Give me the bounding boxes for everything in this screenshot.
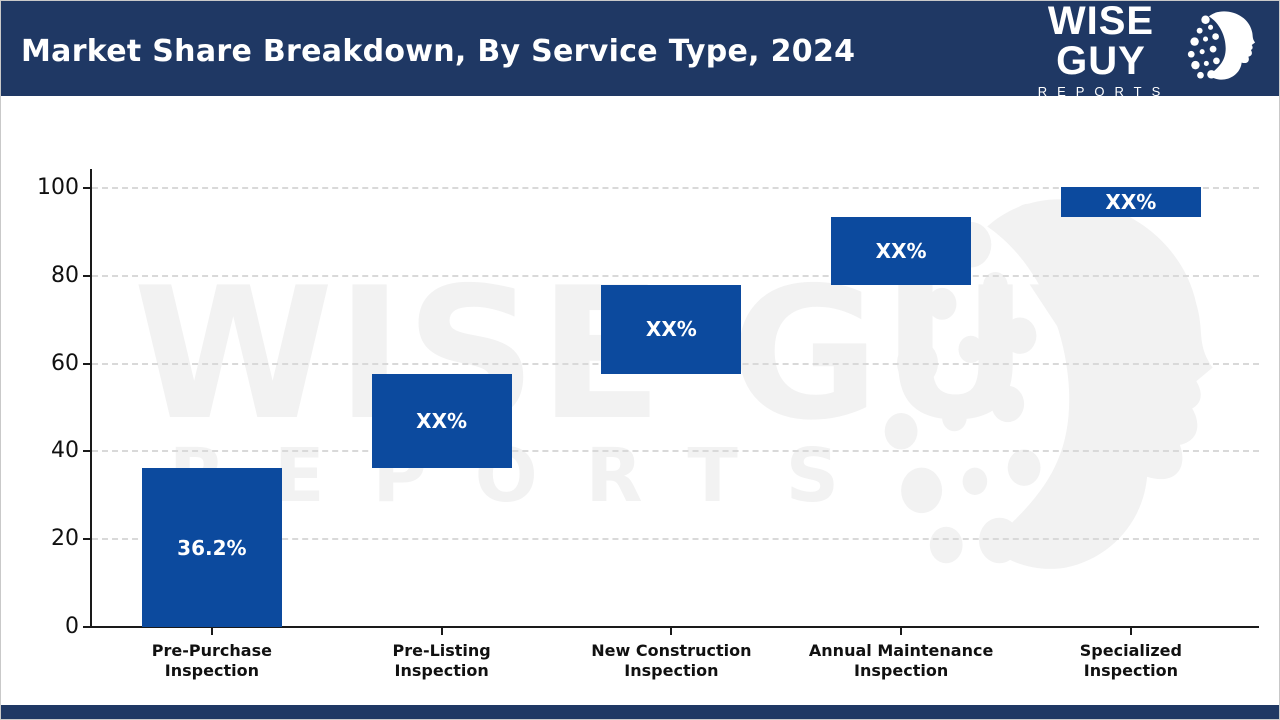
- y-axis-tick: [83, 274, 90, 277]
- x-axis-tick: [670, 628, 673, 635]
- y-axis-tick: [83, 362, 90, 365]
- x-axis-tick: [1129, 628, 1132, 635]
- gridline: [92, 187, 1259, 189]
- bar-segment: XX%: [831, 217, 972, 285]
- header-bar: Market Share Breakdown, By Service Type,…: [1, 1, 1279, 99]
- x-axis-spine: [90, 626, 1259, 628]
- y-tick-label: 60: [51, 350, 79, 376]
- x-axis-tick: [440, 628, 443, 635]
- logo: WISE GUY REPORTS: [1007, 1, 1267, 99]
- gridline: [92, 274, 1259, 277]
- y-tick-label: 20: [51, 526, 79, 552]
- logo-subtext: REPORTS: [1037, 84, 1171, 99]
- y-tick-label: 0: [65, 614, 79, 639]
- y-axis-tick: [83, 187, 90, 189]
- x-axis-tick: [210, 628, 213, 635]
- x-category-label: New Construction Inspection: [591, 641, 752, 680]
- y-axis-spine: [90, 169, 92, 628]
- bar-segment: 36.2%: [141, 468, 282, 627]
- bar-value-label: XX%: [645, 317, 697, 342]
- y-tick-label: 40: [51, 438, 79, 464]
- y-tick-label: 80: [51, 262, 79, 288]
- gridline: [92, 450, 1259, 453]
- bar-segment: XX%: [371, 374, 512, 469]
- logo-wordmark: WISE GUY: [1047, 0, 1155, 83]
- logo-text: WISE GUY REPORTS: [1007, 1, 1195, 99]
- bar-segment: XX%: [1060, 187, 1201, 218]
- bar-segment: XX%: [601, 284, 742, 375]
- x-axis-tick: [900, 628, 903, 635]
- bar-value-label: XX%: [416, 409, 468, 434]
- page-title: Market Share Breakdown, By Service Type,…: [21, 34, 856, 69]
- bar-value-label: XX%: [1105, 190, 1157, 215]
- gridline: [92, 538, 1259, 541]
- x-category-label: Pre-Purchase Inspection: [151, 641, 272, 680]
- footer-bar: [1, 705, 1279, 719]
- logo-head-icon: [1187, 11, 1256, 80]
- x-category-label: Specialized Inspection: [1079, 641, 1182, 680]
- x-category-label: Pre-Listing Inspection: [392, 641, 491, 680]
- bar-value-label: 36.2%: [177, 535, 247, 560]
- bar-value-label: XX%: [875, 238, 927, 263]
- x-category-label: Annual Maintenance Inspection: [808, 641, 994, 680]
- y-axis-tick: [83, 450, 90, 453]
- y-tick-label: 100: [37, 175, 79, 200]
- y-axis-tick: [83, 538, 90, 541]
- y-axis-tick: [83, 626, 90, 628]
